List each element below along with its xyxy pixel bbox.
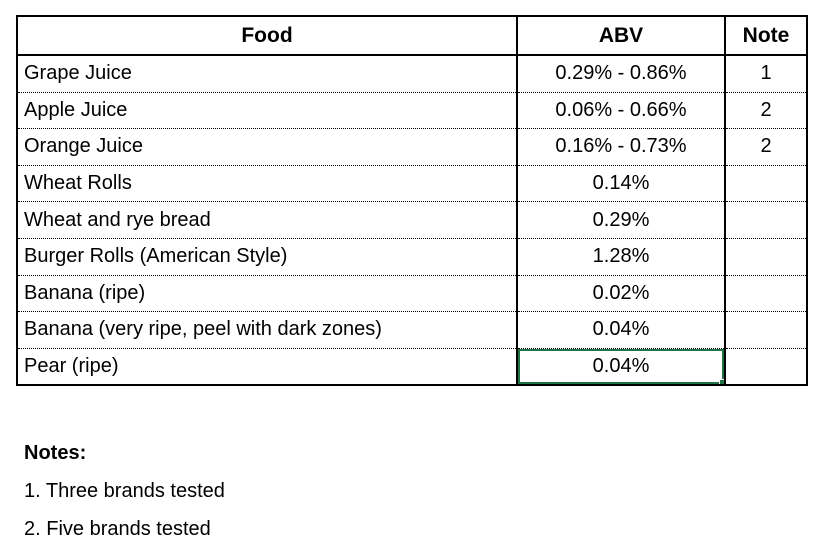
cell-abv[interactable]: 1.28% [516, 237, 725, 276]
cell-abv[interactable]: 0.16% - 0.73% [516, 128, 725, 166]
cell-food[interactable]: Burger Rolls (American Style) [17, 237, 517, 276]
column-header-food[interactable]: Food [17, 16, 517, 56]
table-row: Apple Juice 0.06% - 0.66% 2 [17, 91, 807, 129]
table-row: Wheat Rolls 0.14% [17, 164, 807, 202]
cell-food[interactable]: Banana (very ripe, peel with dark zones) [17, 311, 517, 349]
cell-food[interactable]: Pear (ripe) [17, 347, 517, 386]
fill-handle[interactable] [719, 379, 725, 386]
notes-section: Notes: 1. Three brands tested 2. Five br… [24, 434, 225, 548]
table-row: Orange Juice 0.16% - 0.73% 2 [17, 128, 807, 166]
cell-food[interactable]: Wheat and rye bread [17, 201, 517, 239]
cell-abv[interactable]: 0.29% [516, 201, 725, 239]
table-row: Banana (ripe) 0.02% [17, 274, 807, 312]
note-item: 2. Five brands tested [24, 518, 211, 540]
cell-food[interactable]: Banana (ripe) [17, 274, 517, 312]
cell-note[interactable] [724, 347, 807, 386]
note-item: 1. Three brands tested [24, 480, 225, 502]
selected-cell-value: 0.04% [592, 355, 650, 378]
cell-note[interactable] [724, 201, 807, 239]
cell-abv-selected[interactable]: 0.04% [516, 347, 725, 386]
cell-note[interactable] [724, 311, 807, 349]
table-row: Burger Rolls (American Style) 1.28% [17, 237, 807, 276]
cell-note[interactable]: 2 [724, 128, 807, 166]
cell-note[interactable]: 2 [724, 91, 807, 129]
cell-food[interactable]: Grape Juice [17, 54, 517, 93]
header-row: Food ABV Note [17, 16, 807, 56]
cell-food[interactable]: Wheat Rolls [17, 164, 517, 202]
cell-note[interactable]: 1 [724, 54, 807, 93]
cell-abv[interactable]: 0.04% [516, 311, 725, 349]
cell-note[interactable] [724, 164, 807, 202]
cell-food[interactable]: Apple Juice [17, 91, 517, 129]
cell-note[interactable] [724, 274, 807, 312]
table-row: Wheat and rye bread 0.29% [17, 201, 807, 239]
cell-abv[interactable]: 0.29% - 0.86% [516, 54, 725, 93]
cell-abv[interactable]: 0.02% [516, 274, 725, 312]
table-row: Pear (ripe) 0.04% [17, 347, 807, 386]
cell-note[interactable] [724, 237, 807, 276]
column-header-abv[interactable]: ABV [516, 16, 725, 56]
column-header-note[interactable]: Note [724, 16, 807, 56]
cell-food[interactable]: Orange Juice [17, 128, 517, 166]
cell-abv[interactable]: 0.06% - 0.66% [516, 91, 725, 129]
cell-abv[interactable]: 0.14% [516, 164, 725, 202]
table-row: Grape Juice 0.29% - 0.86% 1 [17, 54, 807, 93]
food-abv-table: Food ABV Note Grape Juice 0.29% - 0.86% … [16, 15, 808, 387]
notes-title: Notes: [24, 442, 87, 464]
table-row: Banana (very ripe, peel with dark zones)… [17, 311, 807, 349]
